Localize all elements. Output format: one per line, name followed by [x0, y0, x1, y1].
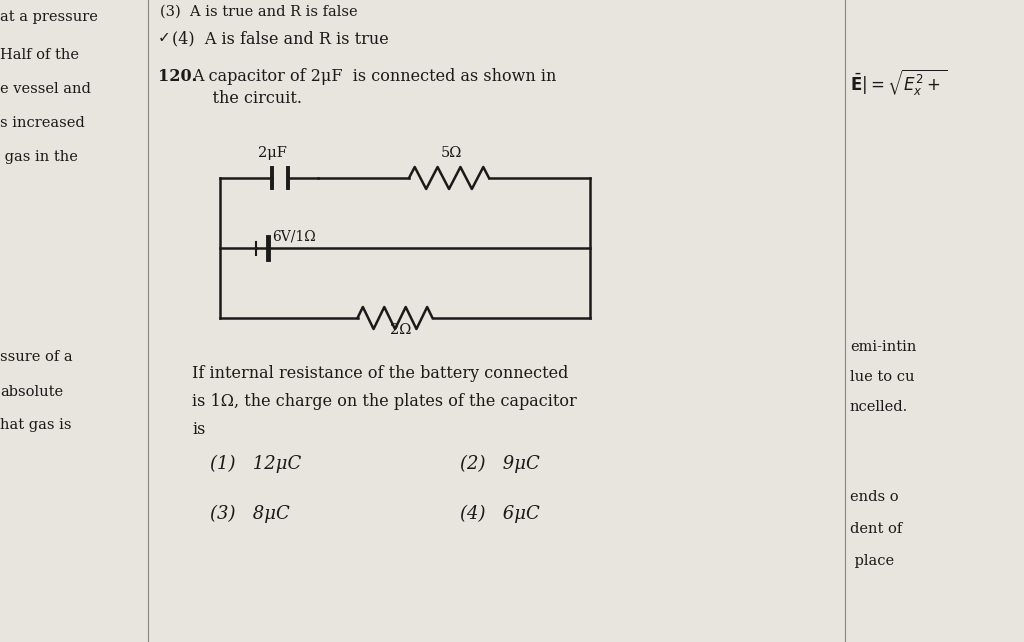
Text: emi-intin: emi-intin [850, 340, 916, 354]
Text: 6V/1Ω: 6V/1Ω [272, 230, 315, 244]
Text: e vessel and: e vessel and [0, 82, 91, 96]
Text: lue to cu: lue to cu [850, 370, 914, 384]
Text: gas in the: gas in the [0, 150, 78, 164]
Text: Half of the: Half of the [0, 48, 79, 62]
Text: dent of: dent of [850, 522, 902, 536]
Text: at a pressure: at a pressure [0, 10, 98, 24]
Text: (2)   9μC: (2) 9μC [460, 455, 540, 473]
Text: A capacitor of 2μF  is connected as shown in: A capacitor of 2μF is connected as shown… [193, 68, 556, 85]
Text: hat gas is: hat gas is [0, 418, 72, 432]
Text: ✓: ✓ [158, 30, 171, 45]
Text: $\bar{\mathbf{E}}| = \sqrt{E_x^2 +}$: $\bar{\mathbf{E}}| = \sqrt{E_x^2 +}$ [850, 68, 947, 98]
Text: is 1Ω, the charge on the plates of the capacitor: is 1Ω, the charge on the plates of the c… [193, 393, 577, 410]
Text: 2μF: 2μF [258, 146, 287, 160]
Text: 120.: 120. [158, 68, 198, 85]
Text: 5Ω: 5Ω [441, 146, 463, 160]
Text: ends o: ends o [850, 490, 899, 504]
Text: ncelled.: ncelled. [850, 400, 908, 414]
Text: place: place [850, 554, 894, 568]
Text: (3)  A is true and R is false: (3) A is true and R is false [160, 5, 357, 19]
Text: is: is [193, 421, 206, 438]
Text: (4)  A is false and R is true: (4) A is false and R is true [172, 30, 389, 47]
Text: (1)   12μC: (1) 12μC [210, 455, 301, 473]
Text: 2Ω: 2Ω [390, 323, 412, 337]
Text: (3)   8μC: (3) 8μC [210, 505, 290, 523]
Text: ssure of a: ssure of a [0, 350, 73, 364]
Text: (4)   6μC: (4) 6μC [460, 505, 540, 523]
Text: If internal resistance of the battery connected: If internal resistance of the battery co… [193, 365, 568, 382]
Text: s increased: s increased [0, 116, 85, 130]
Text: the circuit.: the circuit. [193, 90, 302, 107]
Text: absolute: absolute [0, 385, 63, 399]
